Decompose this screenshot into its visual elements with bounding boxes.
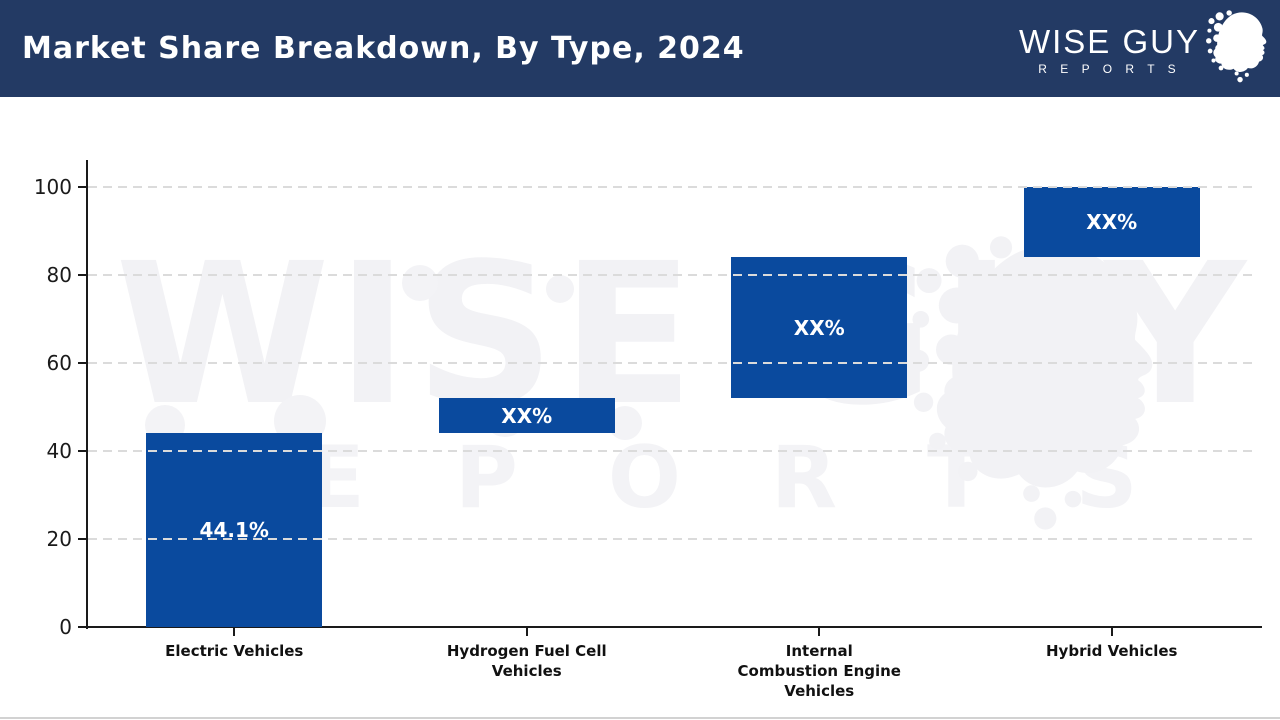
page-title: Market Share Breakdown, By Type, 2024 [22,31,745,66]
y-tick-mark [78,450,86,452]
y-tick-mark [78,362,86,364]
category-label: Hybrid Vehicles [1046,642,1178,660]
waterfall-bar [731,257,908,399]
watermark-dot [546,275,574,303]
gridline [88,538,1258,540]
wiseguy-face-icon [1206,10,1267,83]
category-label: Hydrogen Fuel Cell Vehicles [446,642,607,680]
y-tick-mark [78,626,86,628]
bar-value-label: XX% [793,315,845,340]
y-tick-label: 80 [46,263,72,287]
waterfall-bar [438,398,615,433]
watermark-dot [402,265,438,301]
y-tick-label: 60 [46,351,72,375]
brand-name: WISE GUY [1018,22,1200,60]
bottom-border [0,717,1280,719]
brand-text: WISE GUY R E P O R T S [1019,23,1200,76]
y-axis-spine [86,160,88,629]
brand-logo: WISE GUY R E P O R T S [1019,8,1272,90]
watermark-face-icon [906,236,1153,530]
bar-value-label: XX% [501,403,553,428]
waterfall-bar [1023,187,1200,258]
bar-value-label: XX% [1086,210,1138,235]
y-tick-mark [78,186,86,188]
category-label: Electric Vehicles [165,642,304,660]
x-tick-mark [818,628,821,636]
y-tick-label: 20 [46,527,72,551]
gridline [88,362,1258,364]
y-tick-label: 100 [33,175,72,199]
x-tick-mark [525,628,528,636]
gridline [88,274,1258,276]
y-tick-label: 40 [46,439,72,463]
x-tick-mark [233,628,236,636]
x-axis-spine [86,626,1262,628]
waterfall-bar [146,432,323,627]
y-tick-label: 0 [59,615,72,639]
chart-area: WISE GUY R E P O R T S 0 20 40 60 80 100 44.1%… [0,97,1280,716]
x-tick-mark [1110,628,1113,636]
bar-value-label: 44.1% [199,517,269,542]
category-label: Internal Combustion Engine Vehicles [737,642,901,700]
gridline [88,186,1258,188]
header: Market Share Breakdown, By Type, 2024 WI… [0,0,1280,97]
brand-subtitle: R E P O R T S [1038,61,1181,76]
gridline [88,450,1258,452]
y-tick-mark [78,538,86,540]
y-tick-mark [78,274,86,276]
